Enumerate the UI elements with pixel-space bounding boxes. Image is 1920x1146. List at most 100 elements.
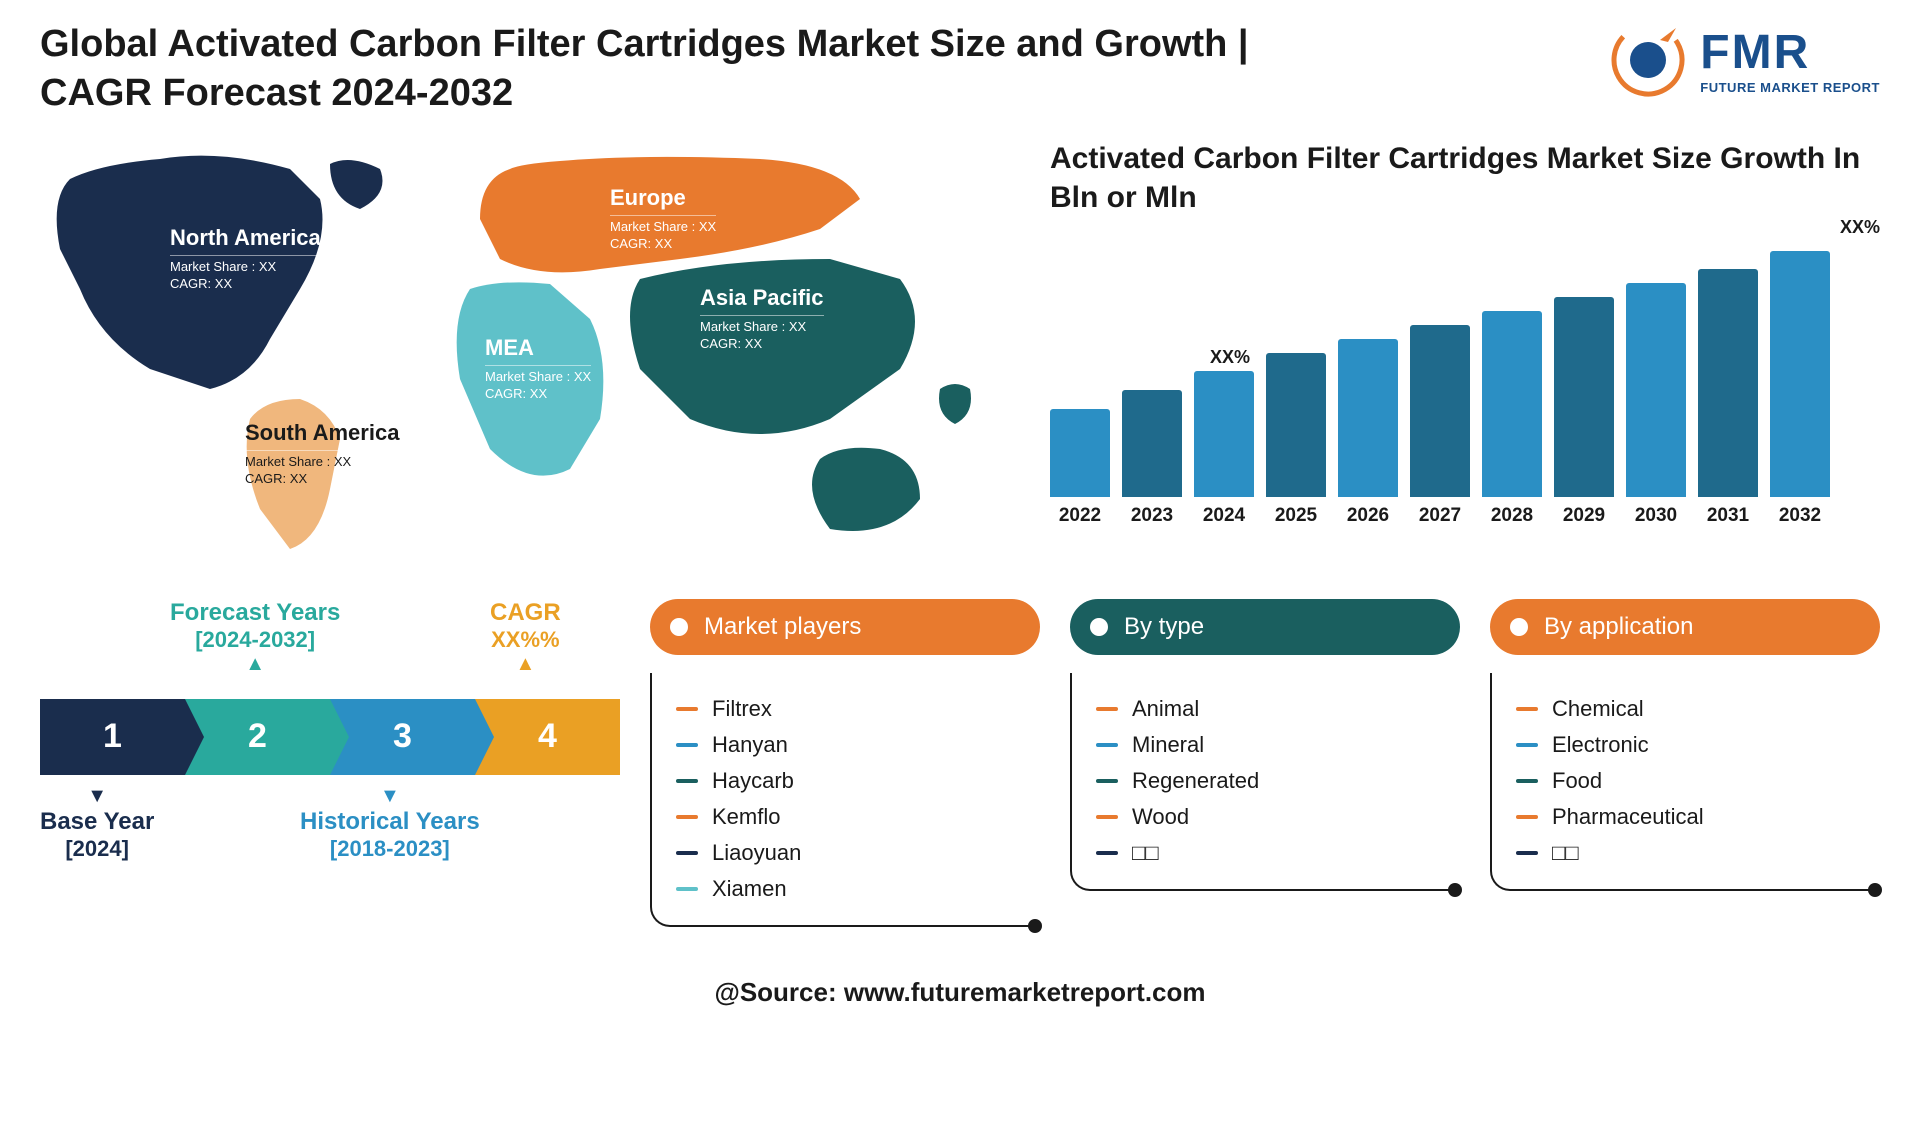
bar <box>1698 269 1758 497</box>
year-label: 2023 <box>1131 505 1173 527</box>
dash-icon <box>676 743 698 747</box>
list-item-label: Electronic <box>1552 732 1649 758</box>
bar-group: 2027 <box>1410 325 1470 527</box>
dash-icon <box>1096 815 1118 819</box>
list-item-label: Kemflo <box>712 804 780 830</box>
region-europe: Europe Market Share : XX CAGR: XX <box>610 184 716 253</box>
list-item-label: Food <box>1552 768 1602 794</box>
dot-icon <box>1510 618 1528 636</box>
year-label: 2022 <box>1059 505 1101 527</box>
bar-group: 2025 <box>1266 353 1326 527</box>
bar-label-2024: XX% <box>1210 347 1250 368</box>
timeline: Forecast Years [2024-2032] ▲ CAGR XX%% ▲… <box>40 599 620 895</box>
bar-group: 2028 <box>1482 311 1542 527</box>
year-label: 2028 <box>1491 505 1533 527</box>
bar <box>1338 339 1398 497</box>
list-item-label: Chemical <box>1552 696 1644 722</box>
list-item: □□ <box>1516 835 1870 871</box>
timeline-step: 2 <box>185 699 330 775</box>
list-item: Wood <box>1096 799 1450 835</box>
timeline-step: 4 <box>475 699 620 775</box>
bar <box>1194 371 1254 496</box>
bar-group: 2024 <box>1194 371 1254 526</box>
chart-bars: 2022 2023 2024 2025 2026 2027 2028 2029 2030 2031… <box>1050 247 1880 527</box>
list-item: Filtrex <box>676 691 1030 727</box>
main-content: North America Market Share : XX CAGR: XX… <box>40 139 1880 559</box>
bar <box>1122 390 1182 497</box>
bar-chart: Activated Carbon Filter Cartridges Marke… <box>1050 139 1880 559</box>
dash-icon <box>1516 815 1538 819</box>
list-item: Kemflo <box>676 799 1030 835</box>
logo-sub-text: FUTURE MARKET REPORT <box>1700 80 1880 95</box>
list-item: Haycarb <box>676 763 1030 799</box>
timeline-hist-label: ▼ Historical Years [2018-2023] <box>300 785 480 862</box>
list-item-label: Pharmaceutical <box>1552 804 1704 830</box>
category-application: By application Chemical Electronic Food Pha… <box>1490 599 1880 891</box>
year-label: 2029 <box>1563 505 1605 527</box>
list-type: Animal Mineral Regenerated Wood □□ <box>1070 673 1460 891</box>
list-item-label: Xiamen <box>712 876 787 902</box>
timeline-step: 1 <box>40 699 185 775</box>
dash-icon <box>1516 779 1538 783</box>
dash-icon <box>676 779 698 783</box>
bar-group: 2022 <box>1050 409 1110 527</box>
dash-icon <box>1516 851 1538 855</box>
list-item-label: Regenerated <box>1132 768 1259 794</box>
list-players: FiltrexHanyanHaycarbKemfloLiaoyuanXiamen <box>650 673 1040 927</box>
bar-group: 2029 <box>1554 297 1614 527</box>
chart-title: Activated Carbon Filter Cartridges Marke… <box>1050 139 1880 217</box>
bottom-section: Forecast Years [2024-2032] ▲ CAGR XX%% ▲… <box>40 599 1880 927</box>
year-label: 2032 <box>1779 505 1821 527</box>
dash-icon <box>1096 779 1118 783</box>
list-item: Chemical <box>1516 691 1870 727</box>
list-item-label: Liaoyuan <box>712 840 801 866</box>
bar <box>1482 311 1542 497</box>
region-north-america: North America Market Share : XX CAGR: XX <box>170 224 321 293</box>
timeline-cagr-label: CAGR XX%% ▲ <box>490 599 561 676</box>
timeline-bar: 1234 <box>40 699 620 775</box>
bar-group: 2032 <box>1770 251 1830 527</box>
bar-group: 2030 <box>1626 283 1686 527</box>
dash-icon <box>1096 707 1118 711</box>
list-item: Food <box>1516 763 1870 799</box>
list-item: Regenerated <box>1096 763 1450 799</box>
list-item: Liaoyuan <box>676 835 1030 871</box>
timeline-base-label: ▼ Base Year [2024] <box>40 785 154 862</box>
list-item: Mineral <box>1096 727 1450 763</box>
list-item-label: Animal <box>1132 696 1199 722</box>
list-item-label: □□ <box>1132 840 1159 866</box>
dash-icon <box>1516 707 1538 711</box>
list-item: Animal <box>1096 691 1450 727</box>
region-mea: MEA Market Share : XX CAGR: XX <box>485 334 591 403</box>
category-header-application: By application <box>1490 599 1880 655</box>
list-item: Pharmaceutical <box>1516 799 1870 835</box>
dash-icon <box>676 815 698 819</box>
bar <box>1626 283 1686 497</box>
list-item-label: □□ <box>1552 840 1579 866</box>
year-label: 2031 <box>1707 505 1749 527</box>
list-item: □□ <box>1096 835 1450 871</box>
timeline-bottom-labels: ▼ Base Year [2024] ▼ Historical Years [2… <box>40 785 620 895</box>
list-item: Electronic <box>1516 727 1870 763</box>
bar <box>1554 297 1614 497</box>
bar <box>1410 325 1470 497</box>
bar-label-2032: XX% <box>1840 217 1880 238</box>
source-text: @Source: www.futuremarketreport.com <box>40 977 1880 1008</box>
header: Global Activated Carbon Filter Cartridge… <box>40 20 1880 119</box>
bar <box>1770 251 1830 497</box>
dash-icon <box>1096 851 1118 855</box>
bar-group: 2026 <box>1338 339 1398 527</box>
dash-icon <box>1096 743 1118 747</box>
list-item-label: Haycarb <box>712 768 794 794</box>
category-players: Market players FiltrexHanyanHaycarbKemfl… <box>650 599 1040 927</box>
list-item-label: Mineral <box>1132 732 1204 758</box>
year-label: 2024 <box>1203 505 1245 527</box>
timeline-step: 3 <box>330 699 475 775</box>
dash-icon <box>676 851 698 855</box>
year-label: 2025 <box>1275 505 1317 527</box>
year-label: 2030 <box>1635 505 1677 527</box>
year-label: 2027 <box>1419 505 1461 527</box>
list-item-label: Wood <box>1132 804 1189 830</box>
logo-icon <box>1608 20 1688 100</box>
region-south-america: South America Market Share : XX CAGR: XX <box>245 419 399 488</box>
